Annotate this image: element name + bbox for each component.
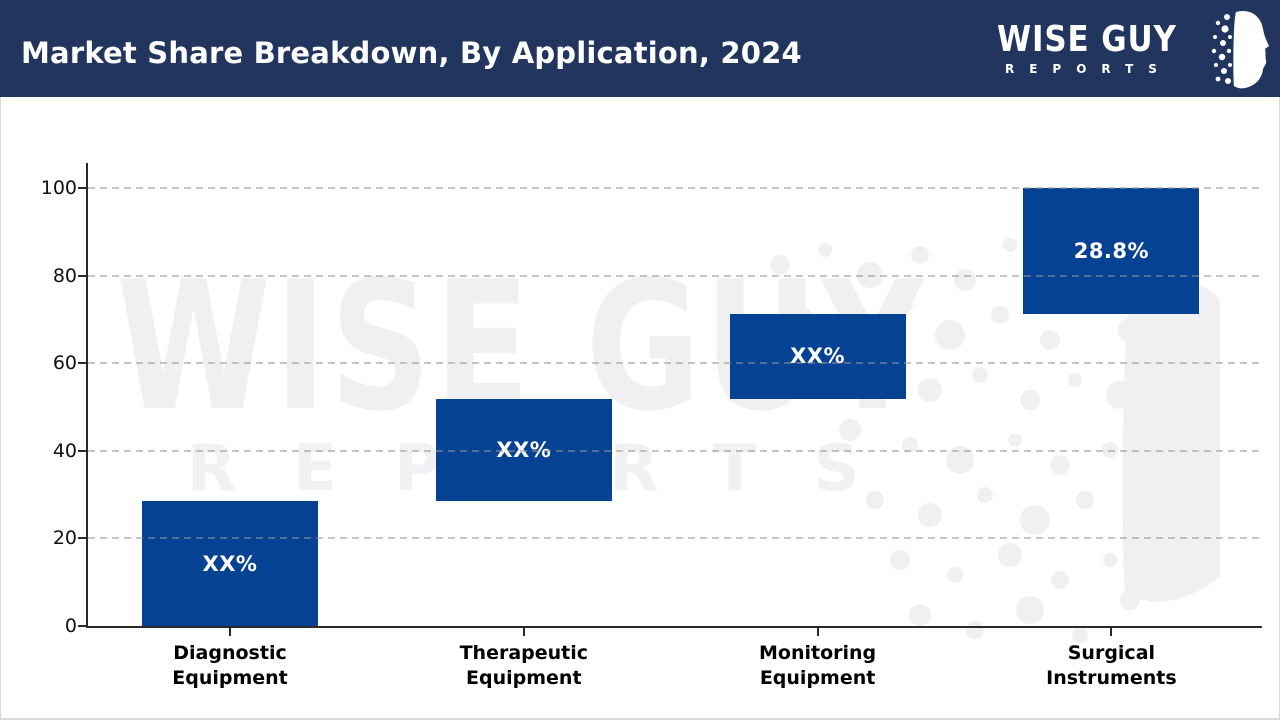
- y-tick-40: [78, 449, 88, 452]
- bar-value-label-1: XX%: [202, 551, 258, 576]
- y-axis-spine: [86, 163, 88, 628]
- page-title: Market Share Breakdown, By Application, …: [21, 36, 802, 70]
- y-tick-label-40: 40: [52, 439, 77, 462]
- wise-guy-logo: WISE GUY REPORTS: [997, 6, 1270, 92]
- y-tick-label-80: 80: [52, 264, 77, 287]
- x-tick-2: [522, 628, 525, 636]
- x-tick-3: [816, 628, 819, 636]
- gridline-100: [88, 187, 1262, 189]
- bar-3: XX%: [729, 314, 906, 399]
- logo-text: WISE GUY REPORTS: [996, 19, 1206, 77]
- y-tick-label-0: 0: [64, 615, 77, 637]
- y-tick-100: [78, 187, 88, 189]
- x-tick-label-3: Monitoring Equipment: [759, 642, 877, 689]
- y-tick-label-100: 100: [40, 177, 77, 199]
- logo-face-icon: [1211, 10, 1269, 89]
- x-tick-4: [1110, 628, 1113, 636]
- bar-value-label-4: 28.8%: [1073, 239, 1150, 264]
- gridline-20: [88, 537, 1262, 540]
- gridline-40: [88, 449, 1262, 452]
- gridline-60: [88, 362, 1262, 365]
- bar-value-label-3: XX%: [790, 344, 846, 369]
- x-tick-label-1: Diagnostic Equipment: [172, 642, 288, 689]
- x-tick-1: [229, 628, 231, 636]
- y-tick-label-60: 60: [52, 352, 77, 375]
- y-tick-0: [78, 625, 88, 627]
- x-axis-spine: [86, 626, 1262, 628]
- header: Market Share Breakdown, By Application, …: [0, 0, 1280, 97]
- y-tick-60: [78, 362, 88, 365]
- logo-name: WISE GUY: [996, 19, 1177, 60]
- y-tick-label-20: 20: [52, 527, 77, 550]
- gridline-80: [88, 274, 1262, 277]
- logo-subtitle: REPORTS: [1004, 62, 1172, 76]
- y-tick-80: [78, 274, 88, 277]
- x-tick-label-4: Surgical Instruments: [1046, 642, 1177, 689]
- bar-4: 28.8%: [1023, 188, 1200, 315]
- x-tick-label-2: Therapeutic Equipment: [459, 642, 589, 689]
- bar-1: XX%: [142, 501, 318, 626]
- y-tick-20: [78, 537, 88, 540]
